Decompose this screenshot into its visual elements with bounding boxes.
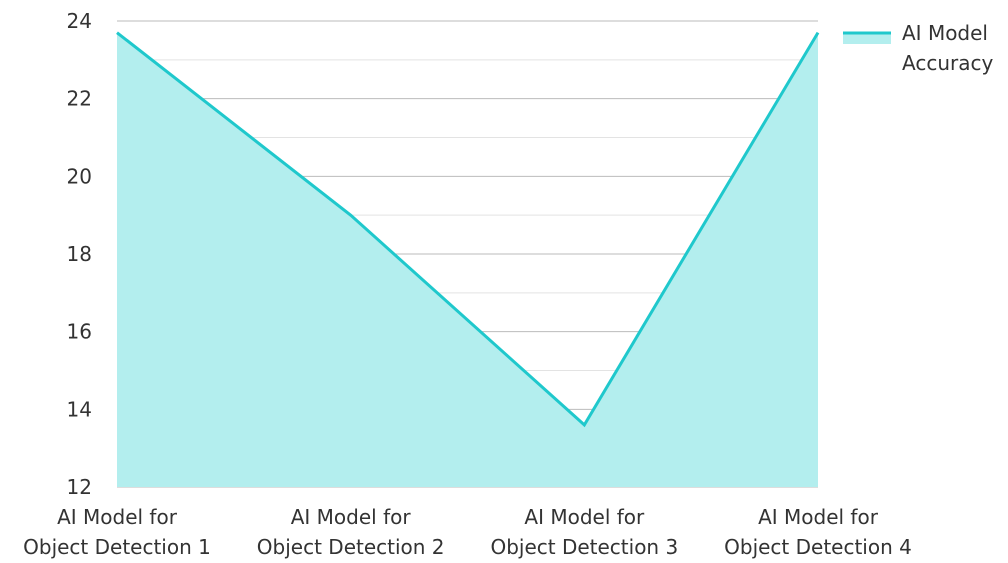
plot-area — [113, 29, 822, 487]
y-tick-label: 24 — [67, 9, 92, 33]
y-tick-label: 18 — [67, 242, 92, 266]
data-point[interactable] — [580, 421, 588, 429]
x-axis: AI Model for Object Detection 1 AI Model f… — [23, 505, 912, 559]
y-tick-label: 22 — [67, 87, 92, 111]
y-tick-label: 20 — [67, 164, 92, 188]
y-tick-label: 12 — [67, 475, 92, 499]
y-axis: 12 14 16 18 20 22 24 — [67, 9, 92, 499]
area-fill-accuracy — [117, 33, 818, 487]
data-point[interactable] — [113, 29, 121, 37]
x-tick-label: AI Model for Object Detection 3 — [490, 505, 678, 559]
legend[interactable]: AI Model Accuracy — [843, 21, 993, 75]
x-tick-label: AI Model for Object Detection 2 — [257, 505, 445, 559]
y-tick-label: 16 — [67, 320, 92, 344]
data-point[interactable] — [347, 211, 355, 219]
data-point[interactable] — [814, 29, 822, 37]
legend-label: AI Model Accuracy — [902, 21, 993, 75]
x-tick-label: AI Model for Object Detection 4 — [724, 505, 912, 559]
y-tick-label: 14 — [67, 397, 92, 421]
x-tick-label: AI Model for Object Detection 1 — [23, 505, 211, 559]
